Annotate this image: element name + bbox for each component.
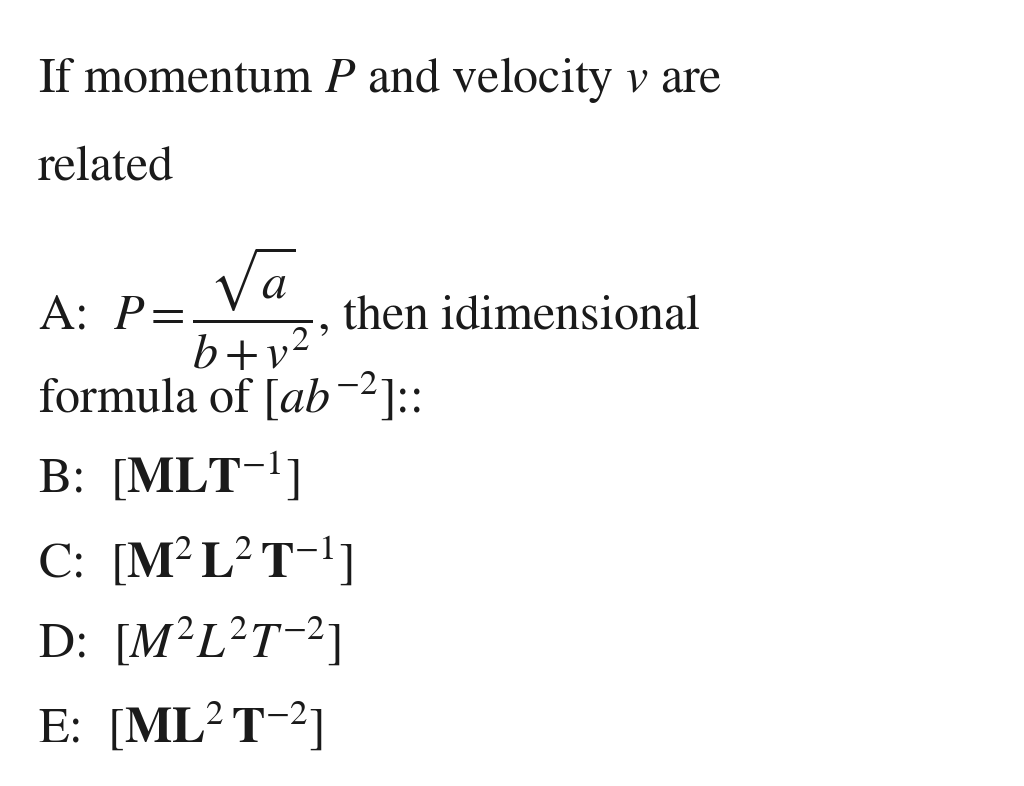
Text: D:  $\left[M^2 L^2 T^{-2}\right]$: D: $\left[M^2 L^2 T^{-2}\right]$ xyxy=(38,615,340,668)
Text: B:  $\left[\mathbf{MLT}^{-1}\right]$: B: $\left[\mathbf{MLT}^{-1}\right]$ xyxy=(38,450,299,503)
Text: C:  $\left[\mathbf{M}^{2}\,\mathbf{L}^{2}\,\mathbf{T}^{-1}\right]$: C: $\left[\mathbf{M}^{2}\,\mathbf{L}^{2}… xyxy=(38,535,352,588)
Text: related: related xyxy=(38,145,174,190)
Text: formula of $\left[ab^{-2}\right]$::: formula of $\left[ab^{-2}\right]$:: xyxy=(38,370,421,423)
Text: If momentum $P$ and velocity $v$ are: If momentum $P$ and velocity $v$ are xyxy=(38,55,722,105)
Text: E:  $\left[\mathbf{ML}^{2}\,\mathbf{T}^{-2}\right]$: E: $\left[\mathbf{ML}^{2}\,\mathbf{T}^{-… xyxy=(38,700,324,753)
Text: A:  $P = \dfrac{\sqrt{a}}{b+v^2}$, then idimensional: A: $P = \dfrac{\sqrt{a}}{b+v^2}$, then i… xyxy=(38,245,700,373)
